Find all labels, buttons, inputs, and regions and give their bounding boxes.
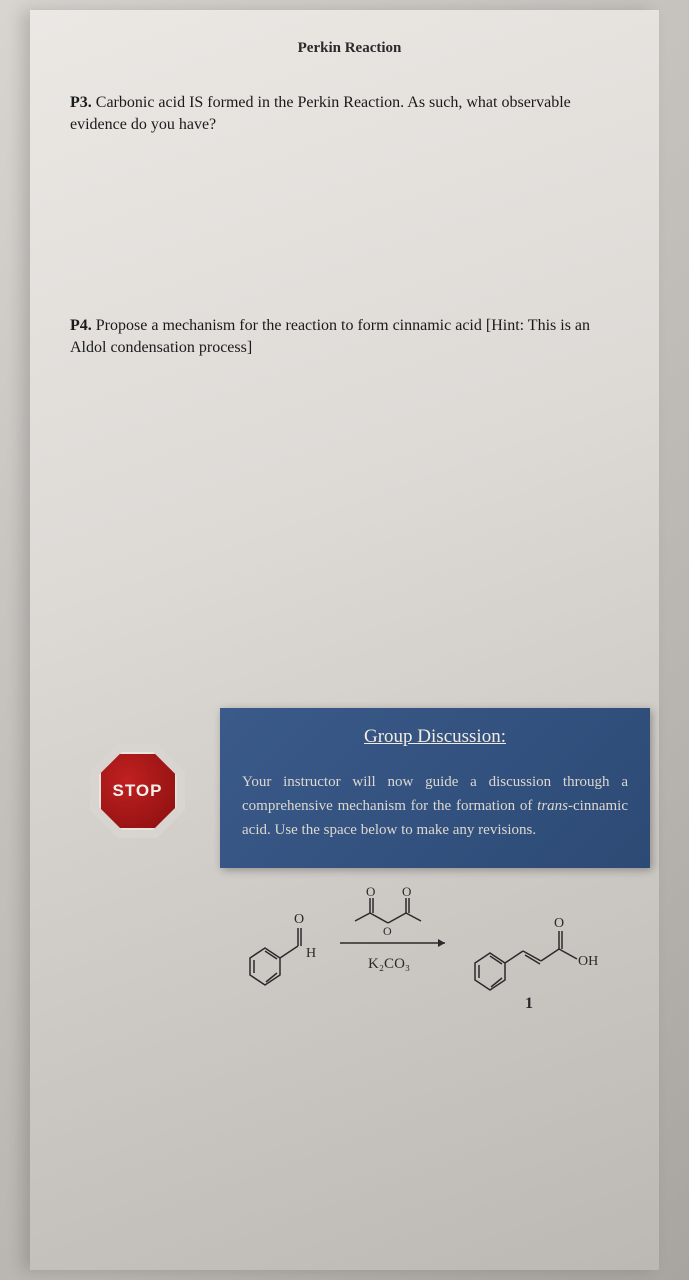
product-OH-label: OH	[578, 954, 598, 969]
discussion-body-mid: mechanism for the formation of	[338, 798, 538, 814]
q3-text: Carbonic acid IS formed in the Perkin Re…	[70, 94, 571, 133]
reagent-bottom: K₂CO₃	[368, 956, 410, 972]
q4-number: P4.	[70, 317, 92, 334]
question-p4: P4. Propose a mechanism for the reaction…	[70, 315, 629, 358]
anhydride-O1-label: O	[366, 884, 375, 899]
worksheet-page: Perkin Reaction P3. Carbonic acid IS for…	[30, 10, 659, 1270]
reaction-scheme: O H O O O	[220, 883, 660, 1013]
discussion-body-italic: trans	[537, 798, 568, 814]
svg-text:O: O	[383, 924, 392, 938]
stop-label: STOP	[113, 781, 163, 801]
benzaldehyde-H-label: H	[306, 946, 316, 961]
product-O-label: O	[554, 916, 564, 931]
benzaldehyde-O-label: O	[294, 912, 304, 927]
question-p3: P3. Carbonic acid IS formed in the Perki…	[70, 92, 629, 135]
q4-text: Propose a mechanism for the reaction to …	[70, 317, 590, 356]
anhydride-O2-label: O	[402, 884, 411, 899]
group-discussion-box: Group Discussion: Your instructor will n…	[220, 708, 650, 868]
stop-sign-icon: STOP	[90, 743, 185, 838]
product-number: 1	[525, 995, 533, 1012]
discussion-title: Group Discussion:	[242, 726, 628, 748]
page-title: Perkin Reaction	[70, 40, 629, 57]
discussion-body: Your instructor will now guide a discuss…	[242, 770, 628, 842]
q3-number: P3.	[70, 94, 92, 111]
